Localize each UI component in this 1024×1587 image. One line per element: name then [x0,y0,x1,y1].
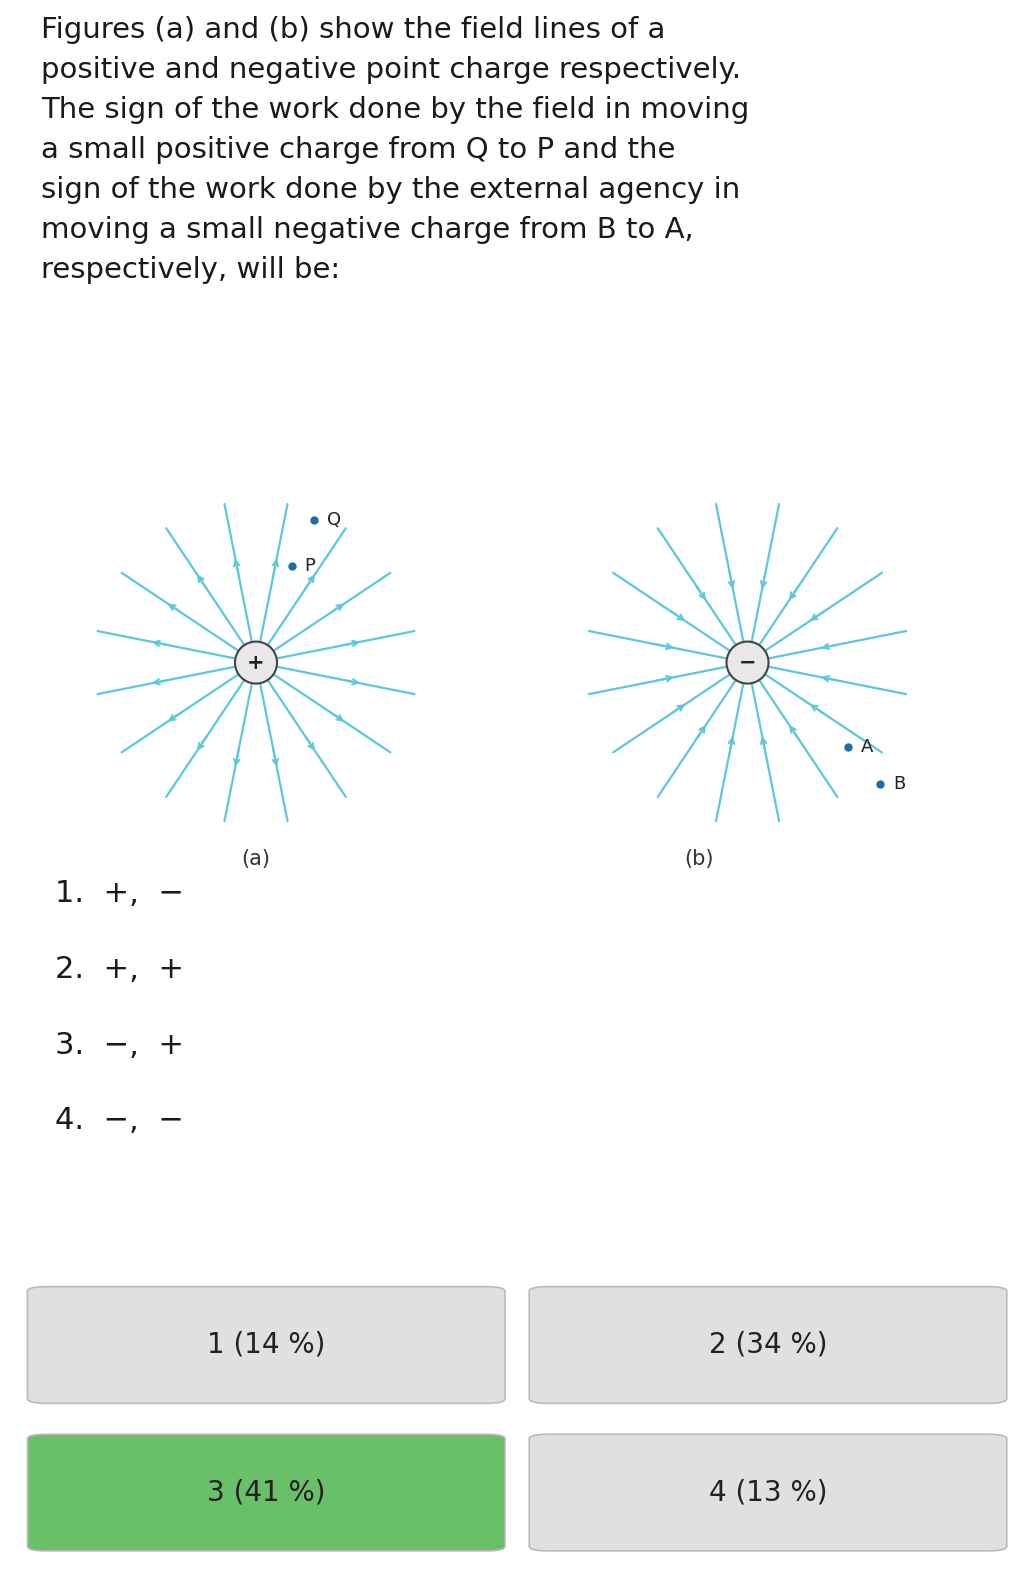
Text: +: + [247,652,265,673]
Text: Q: Q [327,511,341,530]
Text: 1 (14 %): 1 (14 %) [207,1331,326,1358]
FancyBboxPatch shape [529,1435,1007,1550]
Text: 1.  +,  −: 1. +, − [55,879,184,908]
Text: 3.  −,  +: 3. −, + [55,1030,184,1060]
FancyBboxPatch shape [529,1287,1007,1403]
Text: 3 (41 %): 3 (41 %) [207,1479,326,1506]
Text: 4 (13 %): 4 (13 %) [709,1479,827,1506]
Text: Figures (a) and (b) show the field lines of a
positive and negative point charge: Figures (a) and (b) show the field lines… [41,16,750,284]
FancyBboxPatch shape [28,1287,505,1403]
Text: 2.  +,  +: 2. +, + [55,955,184,984]
Text: B: B [893,774,905,794]
FancyBboxPatch shape [28,1435,505,1550]
Text: (a): (a) [242,849,270,870]
Text: 4.  −,  −: 4. −, − [55,1106,184,1135]
Text: P: P [304,557,315,574]
Circle shape [726,641,769,684]
Text: 2 (34 %): 2 (34 %) [709,1331,827,1358]
Text: A: A [860,738,873,755]
Text: −: − [738,652,757,673]
Circle shape [234,641,278,684]
Text: (b): (b) [684,849,714,870]
